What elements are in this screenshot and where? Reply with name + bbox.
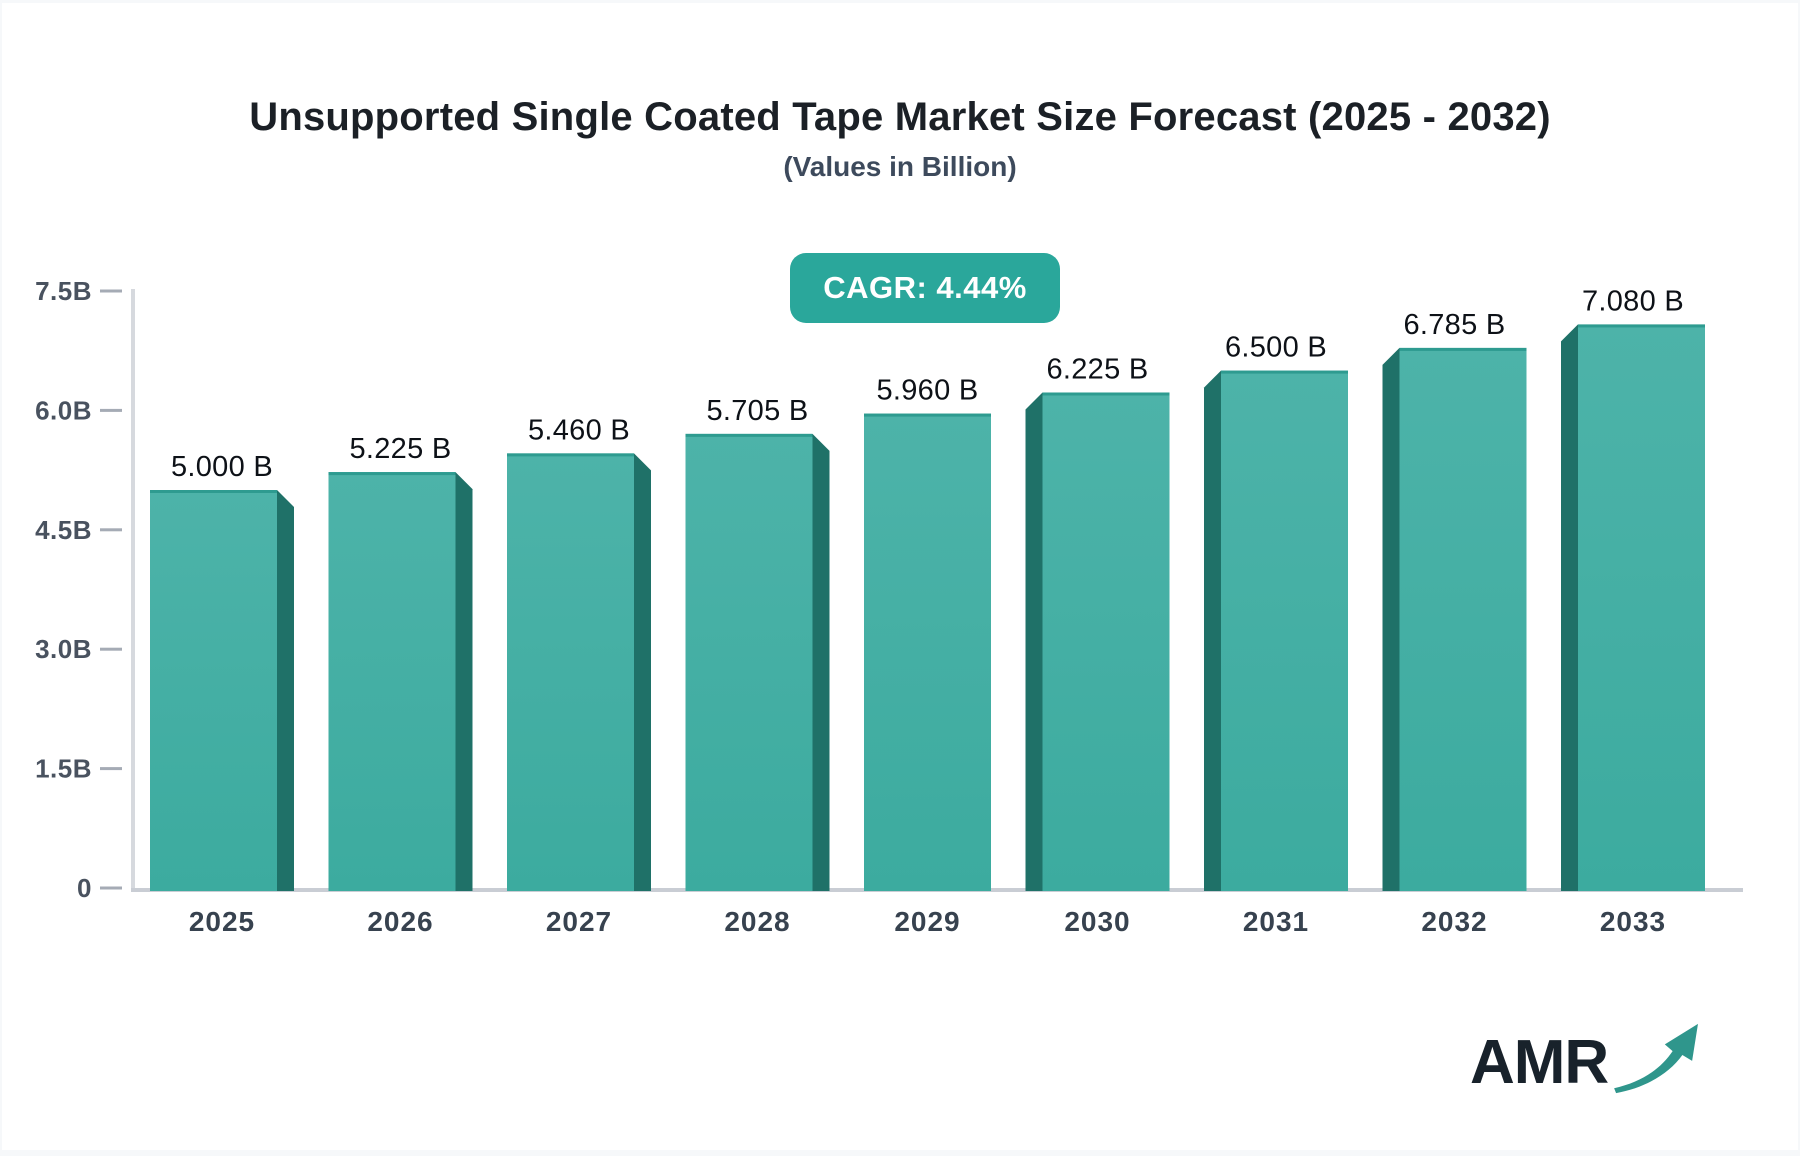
x-axis-year-label: 2028 [724, 906, 790, 937]
bar-top-edge [864, 413, 991, 417]
y-tick-label: 0 [77, 873, 92, 903]
y-tick-label: 4.5B [35, 515, 92, 545]
bar-top-edge [507, 453, 634, 457]
bar-side-face [1025, 392, 1043, 891]
bar-value-label: 7.080 B [1582, 285, 1684, 317]
y-tick-label: 3.0B [35, 634, 92, 664]
bar-front-face [1042, 392, 1170, 891]
cagr-badge-label: CAGR: 4.44% [823, 270, 1027, 305]
bar-plot: 0 1.5B 3.0B 4.5B 6.0B 7.5B 5.000 B 2025 5.225 B 2… [35, 276, 1743, 937]
x-axis-year-label: 2027 [546, 906, 612, 937]
bar-value-label: 6.225 B [1046, 353, 1148, 385]
x-axis-year-label: 2032 [1421, 906, 1487, 937]
chart-card: Unsupported Single Coated Tape Market Si… [2, 3, 1798, 1150]
bar-value-label: 6.500 B [1225, 332, 1327, 364]
bar-top-edge [1578, 324, 1705, 328]
y-tick-dash [100, 528, 122, 532]
bar-top-edge [1399, 347, 1527, 351]
chart-title: Unsupported Single Coated Tape Market Si… [249, 95, 1551, 139]
chart-svg: 0 1.5B 3.0B 4.5B 6.0B 7.5B 5.000 B 2025 5.225 B 2… [35, 276, 1743, 937]
bar-top-edge [685, 433, 813, 437]
bar-side-face [277, 490, 294, 891]
amr-logo-arrow-icon [1614, 1023, 1698, 1094]
y-tick-label: 6.0B [35, 395, 92, 425]
bar-front-face [864, 413, 991, 891]
y-tick-dash [100, 767, 122, 771]
bar-value-label: 5.705 B [706, 395, 808, 427]
y-tick-label: 7.5B [35, 276, 92, 306]
bar-value-label: 5.960 B [876, 375, 978, 407]
bar-front-face [1578, 324, 1705, 891]
bar-value-label: 5.000 B [171, 451, 273, 483]
x-axis-year-label: 2031 [1243, 906, 1309, 937]
x-axis-year-label: 2025 [189, 906, 255, 937]
bar-top-edge [1042, 392, 1170, 396]
bar-side-face [812, 433, 830, 891]
bar-side-face [455, 472, 473, 891]
bar-front-face [685, 433, 813, 891]
y-tick-dash [100, 647, 122, 651]
bar-front-face [1221, 370, 1348, 892]
y-tick-dash [100, 886, 122, 890]
y-tick-label: 1.5B [35, 754, 92, 784]
bar-side-face [1561, 324, 1578, 891]
bar-front-face [150, 490, 277, 891]
x-axis-year-label: 2033 [1600, 906, 1666, 937]
x-axis-year-label: 2029 [894, 906, 960, 937]
bar-front-face [328, 472, 456, 891]
x-axis-year-label: 2030 [1064, 906, 1130, 937]
bar-front-face [1399, 347, 1527, 891]
bar-side-face [1204, 370, 1221, 892]
chart-subtitle: (Values in Billion) [783, 151, 1017, 182]
bar-value-label: 6.785 B [1403, 309, 1505, 341]
cagr-badge: CAGR: 4.44% [790, 253, 1060, 323]
bar-front-face [507, 453, 634, 891]
amr-logo: AMR [1470, 1023, 1700, 1102]
bar-value-label: 5.225 B [349, 433, 451, 465]
amr-logo-text: AMR [1470, 1028, 1609, 1097]
bar-side-face [1382, 347, 1400, 891]
bar-top-edge [150, 490, 277, 493]
y-tick-dash [100, 289, 122, 293]
y-tick-dash [100, 408, 122, 412]
bar-top-edge [328, 472, 456, 476]
y-axis-line [131, 289, 135, 892]
bar-top-edge [1221, 370, 1348, 374]
bar-value-label: 5.460 B [528, 414, 630, 446]
bar-side-face [634, 453, 651, 891]
x-axis-year-label: 2026 [367, 906, 433, 937]
